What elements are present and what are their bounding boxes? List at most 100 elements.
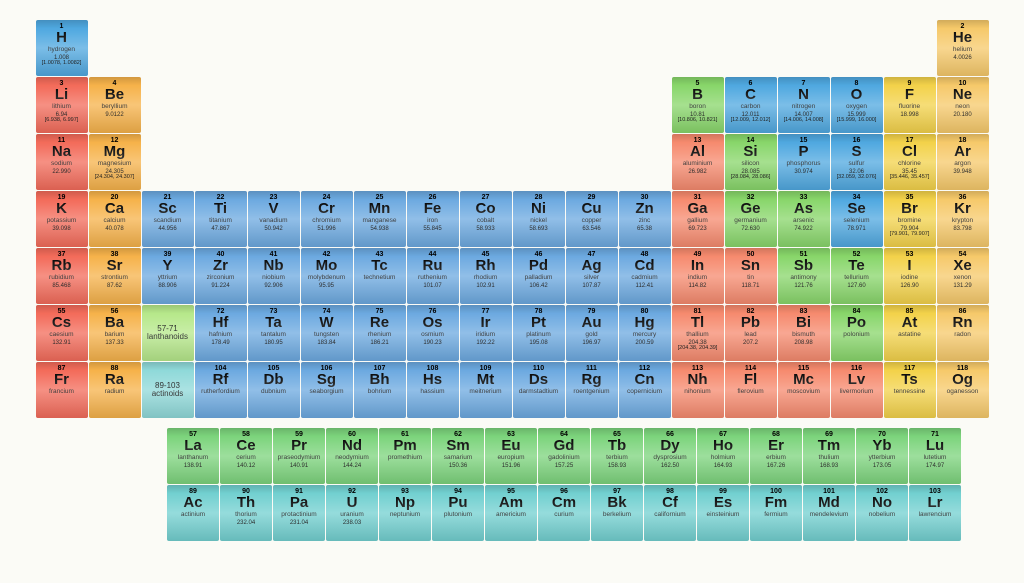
atomic-mass: 72.630 <box>741 226 759 232</box>
element-name: osmium <box>421 332 444 339</box>
element-cell-n: 7Nnitrogen14.007[14.006, 14.008] <box>778 77 830 133</box>
element-name: meitnerium <box>469 389 501 396</box>
element-cell-co: 27Cocobalt58.933 <box>460 191 512 247</box>
element-name: barium <box>105 332 125 339</box>
atomic-mass: 101.07 <box>423 283 441 289</box>
mass-interval: [24.304, 24.307] <box>95 175 135 181</box>
element-cell-u: 92Uuranium238.03 <box>326 485 378 541</box>
element-name: technetium <box>364 275 396 282</box>
element-symbol: Nh <box>688 372 708 389</box>
element-cell-yb: 70Ybytterbium173.05 <box>856 428 908 484</box>
atomic-mass: 44.956 <box>158 226 176 232</box>
atomic-mass: 39.098 <box>52 226 70 232</box>
element-cell-be: 4Beberyllium9.0122 <box>89 77 141 133</box>
element-cell-rh: 45Rhrhodium102.91 <box>460 248 512 304</box>
element-cell-ag: 47Agsilver107.87 <box>566 248 618 304</box>
element-cell-se: 34Seselenium78.971 <box>831 191 883 247</box>
element-symbol: Na <box>52 144 71 161</box>
element-name: iridium <box>476 332 495 339</box>
element-symbol: Rf <box>213 372 229 389</box>
atomic-mass: 85.468 <box>52 283 70 289</box>
element-name: germanium <box>734 218 767 225</box>
atomic-mass: 106.42 <box>529 283 547 289</box>
atomic-mass: 195.08 <box>529 340 547 346</box>
atomic-mass: 26.982 <box>688 169 706 175</box>
atomic-mass: 164.93 <box>714 463 732 469</box>
mass-interval: [28.084, 28.086] <box>731 175 771 181</box>
element-symbol: N <box>798 87 809 104</box>
element-name: manganese <box>363 218 397 225</box>
element-symbol: Ni <box>531 201 546 218</box>
atomic-mass: 102.91 <box>476 283 494 289</box>
element-symbol: Es <box>714 495 732 512</box>
element-name: gold <box>585 332 597 339</box>
element-symbol: Nd <box>342 438 362 455</box>
atomic-mass: 18.998 <box>900 112 918 118</box>
element-symbol: Bh <box>370 372 390 389</box>
element-cell-h: 1Hhydrogen1.008[1.0078, 1.0082] <box>36 20 88 76</box>
atomic-mass: 200.59 <box>635 340 653 346</box>
element-cell-mg: 12Mgmagnesium24.305[24.304, 24.307] <box>89 134 141 190</box>
element-name: ytterbium <box>869 455 896 462</box>
element-symbol: Rn <box>953 315 973 332</box>
element-symbol: Hg <box>635 315 655 332</box>
element-name: palladium <box>525 275 553 282</box>
element-symbol: Ra <box>105 372 124 389</box>
element-cell-ru: 44Ruruthenium101.07 <box>407 248 459 304</box>
element-cell-sg: 106Sgseaborgium <box>301 362 353 418</box>
element-symbol: Ge <box>740 201 760 218</box>
element-cell-pu: 94Puplutonium <box>432 485 484 541</box>
element-name: polonium <box>843 332 869 339</box>
element-cell-na: 11Nasodium22.990 <box>36 134 88 190</box>
element-cell-s: 16Ssulfur32.06[32.059, 32.076] <box>831 134 883 190</box>
element-symbol: I <box>907 258 911 275</box>
element-name: argon <box>954 161 971 168</box>
element-cell-k: 19Kpotassium39.098 <box>36 191 88 247</box>
element-name: helium <box>953 47 972 54</box>
atomic-mass: 131.29 <box>953 283 971 289</box>
element-symbol: Ar <box>954 144 971 161</box>
element-cell-ge: 32Gegermanium72.630 <box>725 191 777 247</box>
element-symbol: Tm <box>818 438 841 455</box>
element-name: americium <box>496 512 526 519</box>
mass-interval: [35.446, 35.457] <box>890 175 930 181</box>
mass-interval: [79.901, 79.907] <box>890 232 930 238</box>
element-symbol: Ho <box>713 438 733 455</box>
element-name: xenon <box>954 275 972 282</box>
element-cell-p: 15Pphosphorus30.974 <box>778 134 830 190</box>
atomic-mass: 151.96 <box>502 463 520 469</box>
atomic-mass: 47.867 <box>211 226 229 232</box>
element-cell-ce: 58Cecerium140.12 <box>220 428 272 484</box>
element-symbol: Tc <box>371 258 387 275</box>
element-name: bohrium <box>368 389 391 396</box>
element-symbol: Ru <box>423 258 443 275</box>
element-symbol: Rb <box>52 258 72 275</box>
element-cell-po: 84Popolonium <box>831 305 883 361</box>
element-cell-lv: 116Lvlivermorium <box>831 362 883 418</box>
element-symbol: K <box>56 201 67 218</box>
element-symbol: Pa <box>290 495 308 512</box>
mass-interval: [32.059, 32.076] <box>837 175 877 181</box>
element-cell-cr: 24Crchromium51.996 <box>301 191 353 247</box>
element-name: neodymium <box>335 455 369 462</box>
element-symbol: Au <box>582 315 602 332</box>
element-symbol: C <box>745 87 756 104</box>
element-cell-no: 102Nonobelium <box>856 485 908 541</box>
element-symbol: Y <box>162 258 172 275</box>
element-symbol: B <box>692 87 703 104</box>
element-symbol: H <box>56 30 67 47</box>
element-cell-nd: 60Ndneodymium144.24 <box>326 428 378 484</box>
element-symbol: Bi <box>796 315 811 332</box>
atomic-mass: 118.71 <box>742 283 760 289</box>
element-name: berkelium <box>603 512 631 519</box>
element-symbol: O <box>851 87 863 104</box>
element-symbol: Ba <box>105 315 124 332</box>
element-name: scandium <box>154 218 182 225</box>
element-symbol: Pr <box>291 438 307 455</box>
element-name: tennessine <box>894 389 925 396</box>
element-symbol: Sn <box>741 258 760 275</box>
element-cell-sr: 38Srstrontium87.62 <box>89 248 141 304</box>
element-name: chlorine <box>898 161 921 168</box>
element-name: tellurium <box>844 275 869 282</box>
element-cell-cs: 55Cscaesium132.91 <box>36 305 88 361</box>
